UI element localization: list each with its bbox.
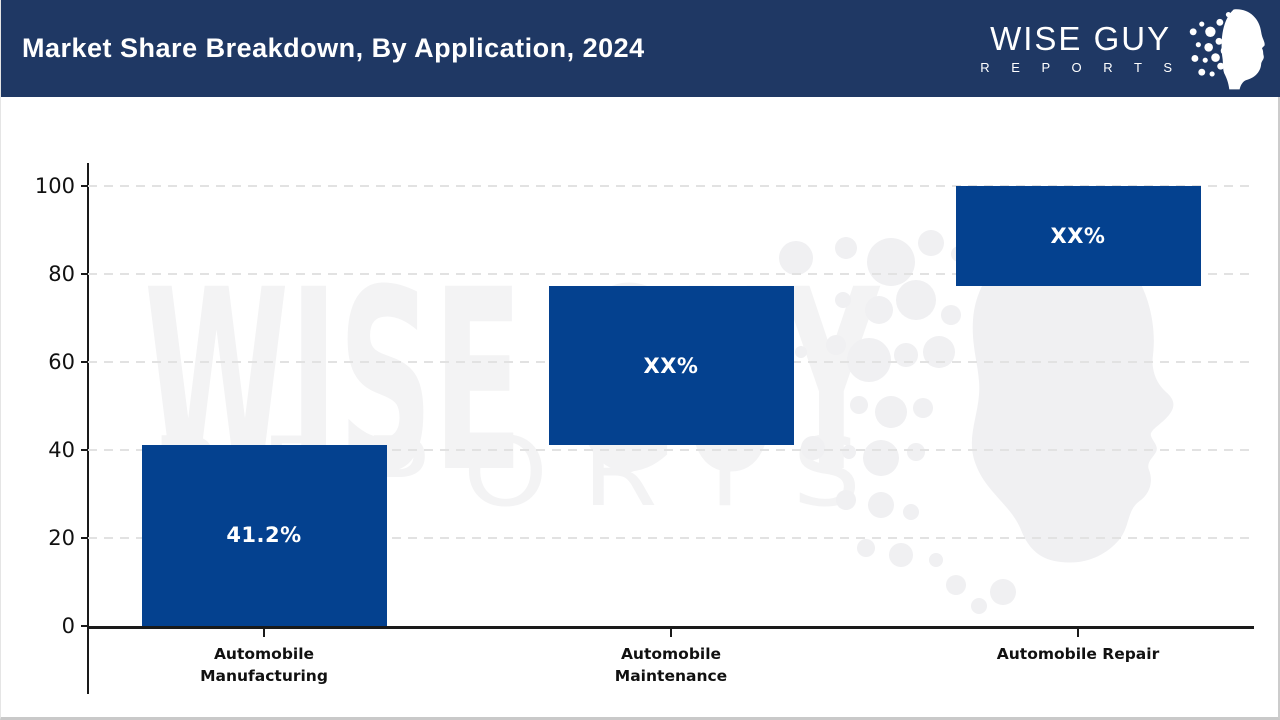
y-tick-label: 20 <box>48 526 75 550</box>
y-tick-label: 40 <box>48 438 75 462</box>
y-tick <box>81 449 88 451</box>
y-tick-label: 0 <box>61 614 75 638</box>
y-tick-label: 80 <box>48 262 75 286</box>
x-category-label: Automobile Maintenance <box>614 645 728 685</box>
y-tick-label: 100 <box>34 174 75 198</box>
y-tick <box>81 273 88 275</box>
x-tick <box>1077 629 1079 637</box>
y-tick <box>81 185 88 187</box>
x-axis <box>87 626 1254 629</box>
bar-value-label: XX% <box>643 353 699 378</box>
brand-head-icon <box>1189 9 1265 90</box>
brand-logo: WISE GUY R E P O R T S <box>980 6 1267 92</box>
y-tick-label: 60 <box>48 350 75 374</box>
plot-area: 0 20 40 60 80 100 41.2% Automobile Manufacturin… <box>1 97 1280 720</box>
y-tick <box>81 625 88 627</box>
bar-value-label: 41.2% <box>226 523 302 548</box>
bar-value-label: XX% <box>1050 224 1106 249</box>
gridline <box>88 537 1254 539</box>
gridline <box>88 449 1254 451</box>
brand-name: WISE GUY <box>990 20 1172 57</box>
page-title: Market Share Breakdown, By Application, … <box>22 33 645 63</box>
bar-segment: XX% <box>955 186 1201 287</box>
y-tick <box>81 361 88 363</box>
header-bar: Market Share Breakdown, By Application, … <box>1 0 1280 97</box>
brand-wordmark: WISE GUY R E P O R T S <box>980 21 1181 77</box>
brand-subname: R E P O R T S <box>980 60 1181 75</box>
bar-segment: XX% <box>548 286 794 445</box>
x-tick <box>670 629 672 637</box>
x-category-label: Automobile Repair <box>996 645 1160 663</box>
gridline <box>88 185 1254 187</box>
bar-segment: 41.2% <box>141 444 387 626</box>
y-axis <box>87 163 89 694</box>
y-tick <box>81 537 88 539</box>
gridline <box>88 273 1254 275</box>
x-tick <box>263 629 265 637</box>
x-category-label: Automobile Manufacturing <box>200 645 328 685</box>
